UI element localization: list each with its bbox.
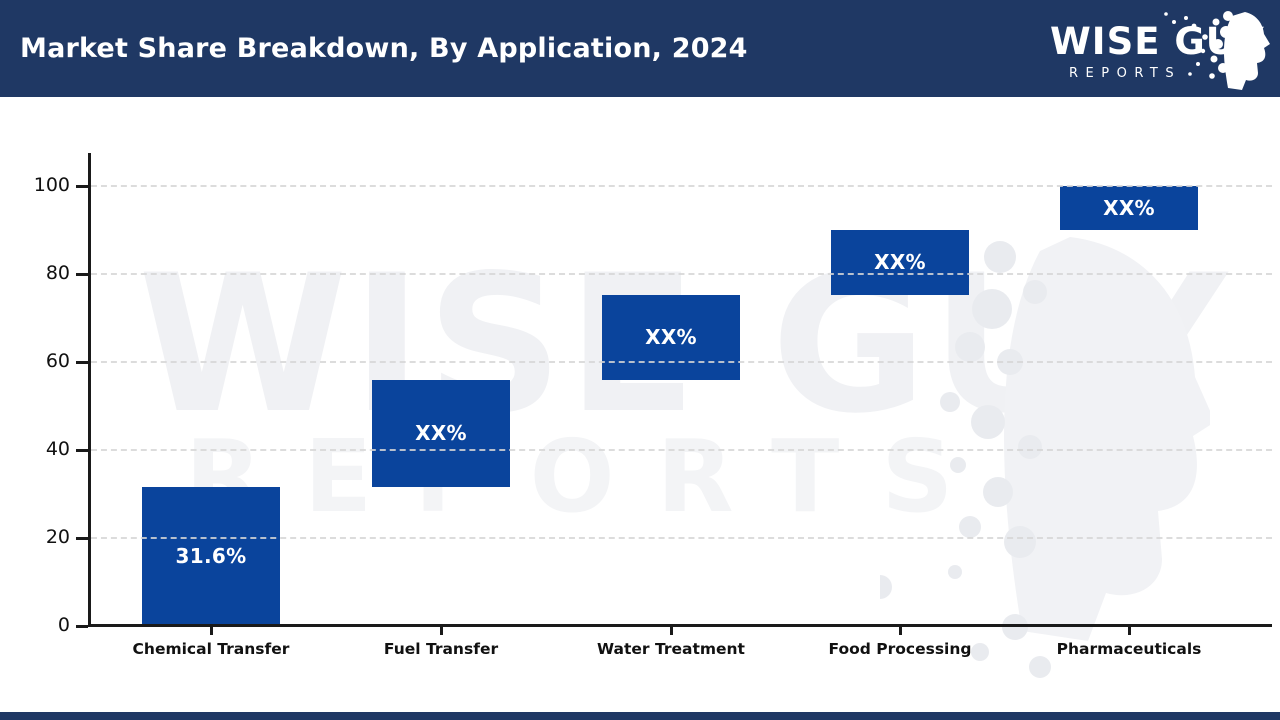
y-tick-40 <box>76 449 88 452</box>
y-tick-100 <box>76 185 88 188</box>
header-bar: Market Share Breakdown, By Application, … <box>0 0 1280 97</box>
y-axis-line <box>88 153 91 626</box>
logo-subtext: REPORTS <box>1069 66 1181 81</box>
bar-value-label: XX% <box>415 421 467 446</box>
x-tick-chemical-transfer <box>210 626 213 635</box>
watermark-face-icon <box>880 237 1210 678</box>
bar-value-label: 31.6% <box>175 544 247 569</box>
bar-value-label: XX% <box>1103 196 1155 220</box>
bar-fuel-transfer: XX% <box>372 380 510 487</box>
y-tick-label-100: 100 <box>33 174 70 196</box>
x-category-label-water-treatment: Water Treatment <box>597 640 745 658</box>
y-tick-20 <box>76 537 88 540</box>
y-tick-label-60: 60 <box>45 350 70 372</box>
gridline-100 <box>91 185 1272 187</box>
x-tick-fuel-transfer <box>440 626 443 635</box>
gridline-60 <box>91 361 1272 363</box>
y-tick-label-40: 40 <box>45 438 70 460</box>
bar-chemical-transfer: 31.6% <box>142 486 280 626</box>
y-tick-label-0: 0 <box>57 614 70 636</box>
wise-guy-reports-logo: WISE GUY REPORTS <box>1050 11 1270 90</box>
y-tick-label-20: 20 <box>45 526 70 548</box>
x-tick-food-processing <box>899 626 902 635</box>
y-tick-60 <box>76 361 88 364</box>
x-axis-line <box>88 624 1272 627</box>
x-category-label-chemical-transfer: Chemical Transfer <box>132 640 290 658</box>
y-tick-0 <box>76 625 88 628</box>
footer-bar <box>0 712 1280 720</box>
x-tick-pharmaceuticals <box>1128 626 1131 635</box>
x-category-label-pharmaceuticals: Pharmaceuticals <box>1056 640 1202 658</box>
chart-plot-area: WISE GUY REPORTS 0 20 40 60 80 100 31.6% XX% XX… <box>0 97 1280 712</box>
bar-value-label: XX% <box>645 325 697 350</box>
x-tick-water-treatment <box>670 626 673 635</box>
bar-value-label: XX% <box>874 250 926 275</box>
bar-pharmaceuticals: XX% <box>1060 186 1198 230</box>
watermark-subtext: REPORTS <box>185 418 996 535</box>
y-tick-label-80: 80 <box>45 262 70 284</box>
x-category-label-fuel-transfer: Fuel Transfer <box>383 640 499 658</box>
bar-food-processing: XX% <box>831 230 969 295</box>
logo-face-icon <box>1164 11 1270 90</box>
gridline-80 <box>91 273 1272 275</box>
y-tick-80 <box>76 273 88 276</box>
page-title: Market Share Breakdown, By Application, … <box>20 33 748 64</box>
bar-water-treatment: XX% <box>602 294 740 381</box>
x-category-label-food-processing: Food Processing <box>828 640 972 658</box>
gridline-20 <box>91 537 1272 539</box>
gridline-40 <box>91 449 1272 451</box>
